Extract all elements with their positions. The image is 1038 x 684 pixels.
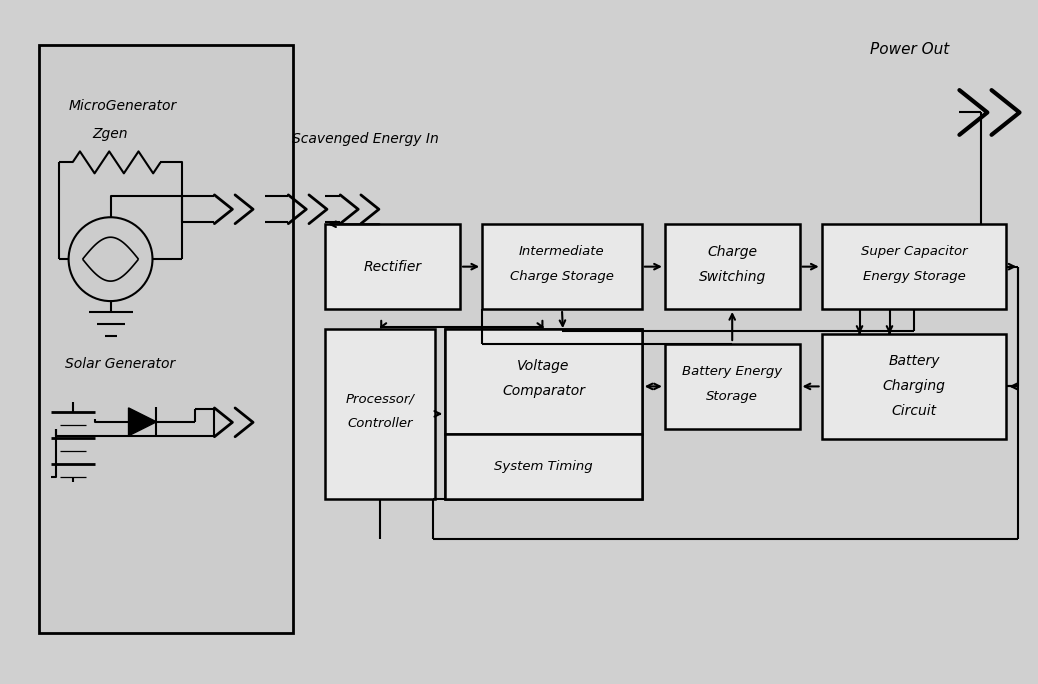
Bar (445, 329, 641, 434)
Bar (822, 334, 1007, 439)
Text: Intermediate: Intermediate (519, 245, 605, 258)
Text: Super Capacitor: Super Capacitor (861, 245, 967, 258)
Text: Energy Storage: Energy Storage (863, 270, 965, 283)
Text: Circuit: Circuit (892, 404, 936, 419)
Text: Battery: Battery (889, 354, 939, 369)
Text: Rectifier: Rectifier (363, 260, 421, 274)
Bar (822, 224, 1007, 309)
Text: Comparator: Comparator (502, 384, 585, 398)
Text: Charge Storage: Charge Storage (510, 270, 613, 283)
Text: Processor/: Processor/ (346, 393, 414, 406)
Text: Charging: Charging (882, 380, 946, 393)
Text: Solar Generator: Solar Generator (65, 357, 175, 371)
Text: Power Out: Power Out (870, 42, 949, 57)
Polygon shape (129, 408, 157, 436)
Text: Voltage: Voltage (517, 360, 570, 373)
Text: MicroGenerator: MicroGenerator (69, 99, 176, 114)
Text: Storage: Storage (706, 390, 758, 403)
Bar (325, 329, 435, 499)
Bar (445, 434, 641, 499)
Bar (38, 44, 294, 633)
Bar (664, 344, 799, 429)
Bar (664, 224, 799, 309)
Bar (445, 329, 641, 499)
Text: Controller: Controller (348, 417, 413, 430)
Bar (325, 224, 460, 309)
Text: Charge: Charge (707, 245, 757, 259)
Text: System Timing: System Timing (494, 460, 593, 473)
Bar (482, 224, 641, 309)
Text: Switching: Switching (699, 269, 766, 284)
Text: Battery Energy: Battery Energy (682, 365, 783, 378)
Text: Zgen: Zgen (92, 127, 129, 142)
Text: Scavenged Energy In: Scavenged Energy In (293, 133, 439, 146)
